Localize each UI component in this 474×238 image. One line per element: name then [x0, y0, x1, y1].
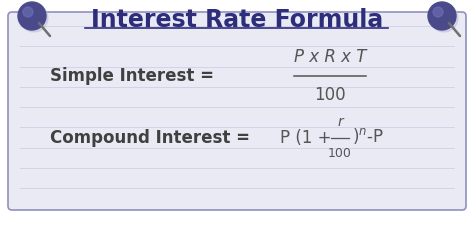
Text: P (1 +: P (1 + [280, 129, 337, 147]
Circle shape [433, 7, 443, 17]
Text: Compound Interest =: Compound Interest = [50, 129, 250, 147]
Circle shape [428, 2, 456, 30]
Circle shape [18, 2, 46, 30]
Text: )$^n$-P: )$^n$-P [352, 126, 384, 146]
Text: Simple Interest =: Simple Interest = [50, 67, 214, 85]
Circle shape [20, 4, 48, 32]
Text: Interest Rate Formula: Interest Rate Formula [91, 8, 383, 32]
Circle shape [430, 4, 458, 32]
Text: r: r [337, 115, 343, 129]
Text: 100: 100 [314, 86, 346, 104]
Circle shape [23, 7, 33, 17]
Text: P x R x T: P x R x T [294, 48, 366, 66]
Text: 100: 100 [328, 147, 352, 160]
FancyBboxPatch shape [8, 12, 466, 210]
